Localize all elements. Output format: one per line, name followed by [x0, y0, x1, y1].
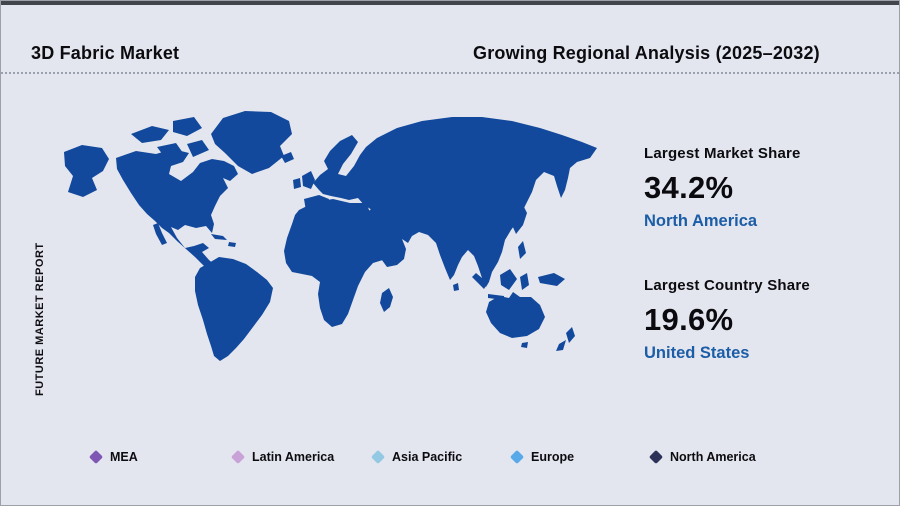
legend-marker-latin-america [230, 449, 246, 465]
legend-item-north-america: North America [648, 448, 756, 466]
legend-marker-asia-pacific [370, 449, 386, 465]
legend-label: MEA [110, 450, 138, 464]
stat-region: United States [644, 344, 750, 362]
region-africa [284, 199, 395, 327]
region-north-america [116, 149, 238, 280]
stat-value: 34.2% [644, 170, 734, 205]
stat-region: North America [644, 212, 758, 230]
region-madagascar [380, 288, 393, 312]
region-philippines [518, 241, 526, 259]
stats-panel: Largest Market Share 34.2% North America… [644, 145, 884, 363]
legend-marker-europe [509, 449, 525, 465]
stat-label: Largest Country Share [644, 277, 810, 294]
region-tasmania [521, 342, 528, 348]
brand-watermark: FUTURE MARKET REPORT [34, 242, 46, 396]
region-ireland [293, 178, 301, 189]
legend-item-asia-pacific: Asia Pacific [370, 448, 463, 466]
stat-market-share: Largest Market Share 34.2% North America [644, 145, 884, 231]
region-south-america [195, 257, 273, 361]
legend-label: Europe [531, 450, 575, 464]
legend-label: Latin America [252, 450, 335, 464]
region-sri-lanka [453, 283, 459, 291]
header-divider [1, 72, 899, 74]
legend-item-latin-america: Latin America [230, 448, 335, 466]
legend: MEA Latin America Asia Pacific Europe No… [1, 448, 899, 468]
legend-marker-mea [88, 449, 104, 465]
legend-marker-north-america [648, 449, 664, 465]
top-accent-bar [1, 1, 899, 5]
region-arctic-islands [131, 117, 209, 159]
legend-label: North America [670, 450, 756, 464]
region-iberia [304, 195, 329, 216]
stat-label: Largest Market Share [644, 145, 801, 162]
legend-label: Asia Pacific [392, 450, 463, 464]
legend-item-europe: Europe [509, 448, 575, 466]
region-new-zealand [556, 327, 575, 351]
legend-item-mea: MEA [88, 448, 138, 466]
region-iceland [281, 152, 294, 163]
continents [64, 111, 597, 361]
region-greenland [211, 111, 292, 174]
region-caribbean [211, 234, 236, 247]
world-map [61, 106, 601, 364]
stat-country-share: Largest Country Share 19.6% United State… [644, 277, 884, 363]
region-australia [486, 292, 545, 338]
stat-value: 19.6% [644, 302, 734, 337]
region-eurasia [313, 117, 597, 287]
page-title: 3D Fabric Market [31, 43, 180, 63]
region-japan [512, 203, 527, 234]
world-map-svg [64, 111, 597, 361]
region-uk [302, 171, 315, 189]
page-subtitle: Growing Regional Analysis (2025–2032) [473, 43, 820, 63]
region-indonesia [472, 269, 565, 300]
region-alaska [64, 145, 109, 197]
region-baja [153, 223, 167, 245]
